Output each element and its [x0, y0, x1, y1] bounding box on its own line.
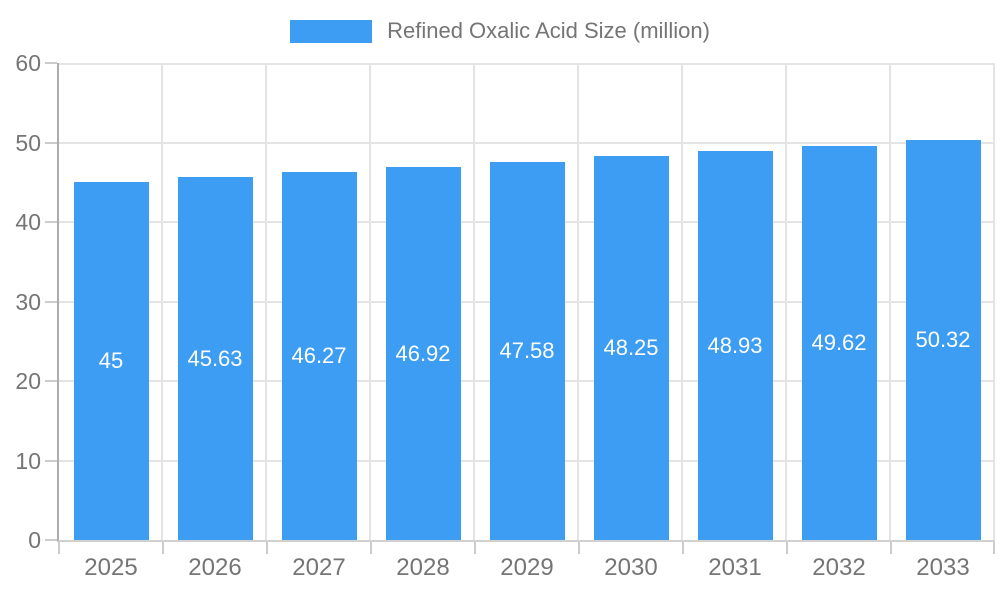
y-axis-tick	[45, 62, 57, 64]
bar[interactable]: 48.25	[593, 156, 669, 540]
x-axis-label: 2031	[708, 554, 762, 581]
gridline-vertical	[993, 63, 995, 540]
y-axis-tick	[45, 221, 57, 223]
bar[interactable]: 49.62	[801, 145, 877, 540]
y-axis-label: 20	[15, 368, 41, 394]
bar[interactable]: 47.58	[489, 161, 565, 540]
x-axis-tick	[578, 542, 580, 554]
gridline-vertical	[265, 63, 267, 540]
bar-value-label: 45	[98, 348, 124, 374]
gridline-vertical	[473, 63, 475, 540]
y-axis-tick	[45, 539, 57, 541]
x-axis-tick	[993, 542, 995, 554]
x-axis-tick	[474, 542, 476, 554]
x-axis-label: 2027	[292, 554, 346, 581]
bar-value-label: 45.63	[187, 345, 243, 371]
x-axis-label: 2033	[916, 554, 970, 581]
y-axis-label: 30	[15, 288, 41, 315]
bar[interactable]: 50.32	[905, 139, 981, 540]
gridline-vertical	[785, 63, 787, 540]
legend[interactable]: Refined Oxalic Acid Size (million)	[0, 18, 1000, 44]
legend-swatch[interactable]	[290, 19, 373, 43]
y-axis-tick	[45, 459, 57, 462]
x-axis-label: 2030	[604, 554, 658, 581]
y-axis-tick	[45, 300, 57, 303]
gridline-vertical	[681, 63, 683, 540]
y-axis-label: 40	[15, 209, 41, 235]
x-axis-label: 2026	[188, 554, 242, 581]
plot-area: 0 10 20 30 40 50 60 45 2025 45.63 2026 46.27 2027 46.…	[15, 50, 995, 581]
x-axis-tick	[786, 542, 788, 554]
bar-value-label: 50.32	[915, 326, 971, 352]
x-axis-tick	[162, 542, 164, 554]
legend-label[interactable]: Refined Oxalic Acid Size (million)	[387, 18, 710, 43]
x-axis-tick	[370, 542, 372, 554]
x-axis-tick	[890, 542, 892, 554]
y-axis-tick	[45, 141, 57, 144]
bar[interactable]: 48.93	[697, 151, 773, 540]
gridline-vertical	[369, 63, 371, 540]
x-axis-label: 2032	[812, 554, 866, 581]
bar-value-label: 46.27	[291, 343, 347, 369]
y-axis-label: 0	[28, 527, 41, 553]
x-axis-label: 2028	[396, 554, 450, 581]
bar-value-label: 48.25	[603, 335, 659, 361]
gridline-vertical	[889, 63, 891, 540]
gridline-horizontal	[59, 63, 995, 65]
x-axis-label: 2029	[500, 554, 554, 581]
bar[interactable]: 46.27	[281, 172, 357, 540]
x-axis-label: 2025	[84, 554, 138, 581]
bar[interactable]: 45.63	[177, 177, 253, 540]
bar[interactable]: 46.92	[385, 167, 461, 540]
x-axis-tick	[58, 542, 60, 554]
bar[interactable]: 45	[73, 182, 149, 540]
gridline-horizontal	[59, 141, 995, 144]
y-axis-label: 50	[15, 129, 41, 156]
bar-value-label: 46.92	[395, 340, 451, 366]
bar-value-label: 48.93	[707, 332, 763, 358]
bar-value-label: 47.58	[499, 337, 555, 363]
gridline-vertical	[577, 63, 579, 540]
x-axis-tick	[266, 542, 268, 554]
x-axis-tick	[682, 542, 684, 554]
y-axis-tick	[45, 380, 57, 382]
y-axis-label: 10	[15, 447, 41, 474]
y-axis-label: 60	[15, 50, 41, 76]
bar-value-label: 49.62	[811, 329, 867, 355]
gridline-vertical	[161, 63, 163, 540]
